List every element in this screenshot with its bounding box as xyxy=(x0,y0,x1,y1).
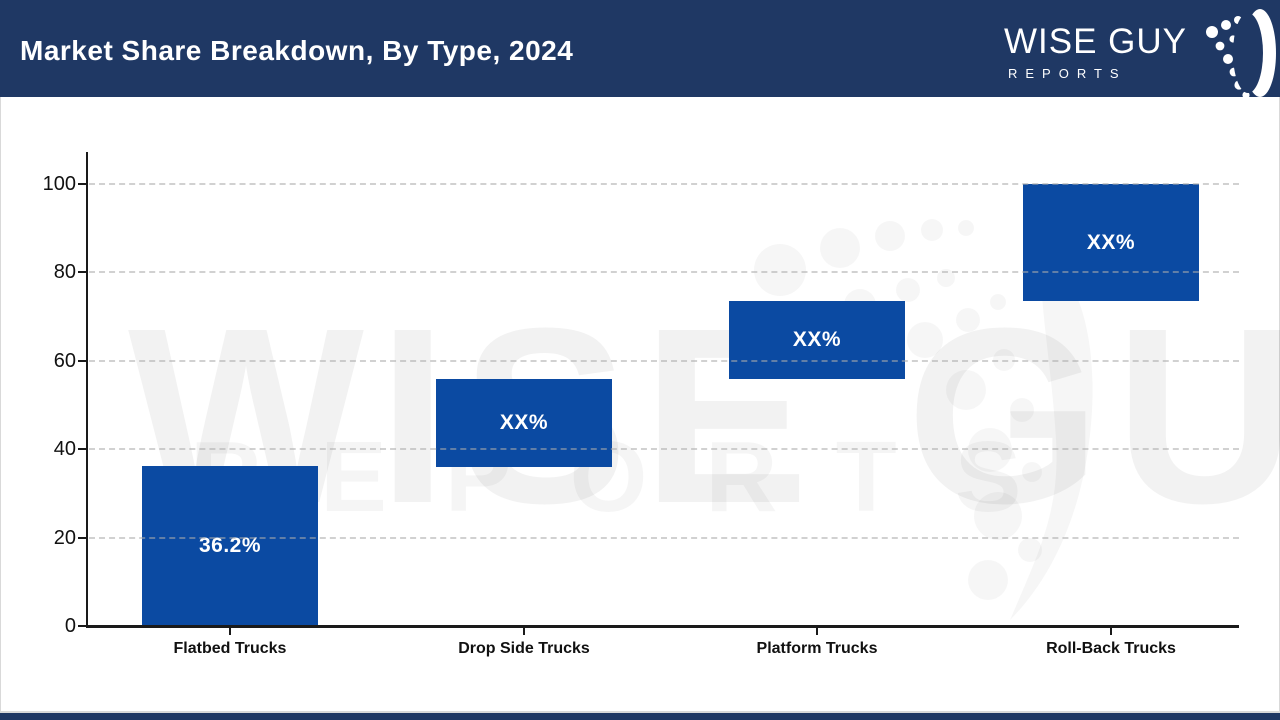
y-tick-mark xyxy=(78,448,87,450)
y-axis-label-0: 0 xyxy=(64,615,76,637)
gridline-80 xyxy=(89,271,1239,273)
x-axis-label-drop-side-trucks: Drop Side Trucks xyxy=(458,640,590,657)
y-axis-label-60: 60 xyxy=(53,350,76,372)
gridline-100 xyxy=(89,183,1239,185)
y-tick-mark xyxy=(78,183,87,185)
bar-roll-back-trucks: XX% xyxy=(1023,184,1199,301)
x-axis-label-platform-trucks: Platform Trucks xyxy=(756,640,878,657)
x-tick-mark xyxy=(229,628,231,635)
x-tick-mark xyxy=(1110,628,1112,635)
header-band: Market Share Breakdown, By Type, 2024 WI… xyxy=(0,0,1280,98)
y-axis-label-80: 80 xyxy=(53,261,76,283)
wiseguy-logo: WISE GUY REPORTS xyxy=(1004,6,1276,98)
x-tick-mark xyxy=(523,628,525,635)
bar-value-label: 36.2% xyxy=(198,534,262,557)
gridline-40 xyxy=(89,448,1239,450)
bar-drop-side-trucks: XX% xyxy=(436,379,612,467)
bar-value-label: XX% xyxy=(499,411,549,434)
x-axis-label-flatbed-trucks: Flatbed Trucks xyxy=(173,640,287,657)
y-axis-label-100: 100 xyxy=(42,173,76,195)
y-axis-label-20: 20 xyxy=(53,527,76,549)
bar-platform-trucks: XX% xyxy=(729,301,905,379)
x-axis-line xyxy=(86,625,1239,628)
y-tick-mark xyxy=(78,537,87,539)
logo-subtitle: REPORTS xyxy=(1008,66,1127,81)
gridline-20 xyxy=(89,537,1239,539)
watermark-text: WISE GUY xyxy=(128,276,1280,555)
bar-value-label: XX% xyxy=(792,328,842,351)
x-tick-mark xyxy=(816,628,818,635)
wiseguy-head-icon xyxy=(1206,9,1276,98)
x-axis-label-roll-back-trucks: Roll-Back Trucks xyxy=(1046,640,1176,657)
logo-wordmark: WISE GUY xyxy=(1004,22,1188,61)
y-axis-label-40: 40 xyxy=(53,438,76,460)
y-tick-mark xyxy=(78,360,87,362)
gridline-60 xyxy=(89,360,1239,362)
bottom-border-line xyxy=(0,711,1280,713)
y-tick-mark xyxy=(78,271,87,273)
bar-value-label: XX% xyxy=(1086,230,1136,254)
footer-band xyxy=(0,713,1280,720)
y-tick-mark xyxy=(78,625,87,627)
page-title: Market Share Breakdown, By Type, 2024 xyxy=(20,35,574,66)
bar-flatbed-trucks: 36.2% xyxy=(142,466,318,626)
y-axis-line xyxy=(86,152,88,626)
